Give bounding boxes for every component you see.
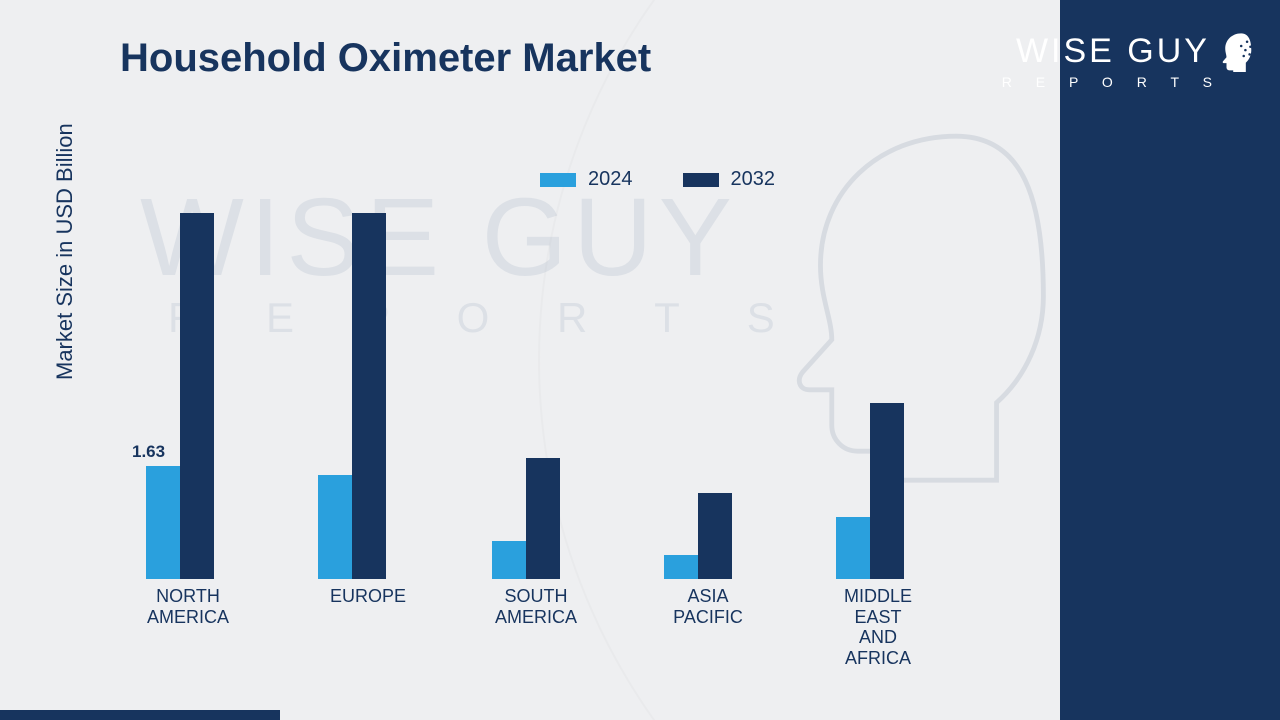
value-label: 1.63 bbox=[132, 442, 165, 462]
brand-sidebar bbox=[1060, 0, 1280, 720]
x-axis-label: MIDDLEEASTANDAFRICA bbox=[808, 586, 948, 669]
x-axis-label: ASIAPACIFIC bbox=[638, 586, 778, 627]
legend-label-2024: 2024 bbox=[588, 168, 633, 191]
legend: 2024 2032 bbox=[540, 168, 775, 191]
bar bbox=[352, 213, 386, 579]
bar bbox=[526, 458, 560, 579]
bar bbox=[146, 466, 180, 579]
brand-line2: R E P O R T S bbox=[998, 74, 1258, 90]
chart-area: 1.63 bbox=[128, 200, 958, 580]
bar bbox=[836, 517, 870, 579]
legend-label-2032: 2032 bbox=[731, 168, 776, 191]
legend-swatch-2024 bbox=[540, 173, 576, 187]
brand-line1: WISE GUY bbox=[1016, 30, 1258, 72]
brand-logo: WISE GUY R E P O R T S bbox=[998, 30, 1258, 90]
legend-swatch-2032 bbox=[683, 173, 719, 187]
y-axis-label: Market Size in USD Billion bbox=[52, 123, 78, 380]
bar bbox=[180, 213, 214, 579]
bar bbox=[492, 541, 526, 579]
footer-accent-bar bbox=[0, 710, 280, 720]
x-axis-label: EUROPE bbox=[298, 586, 438, 607]
bar bbox=[870, 403, 904, 579]
plot-area: 1.63 bbox=[128, 200, 958, 580]
bar bbox=[664, 555, 698, 579]
brand-head-icon bbox=[1216, 30, 1258, 72]
x-axis-label: SOUTHAMERICA bbox=[466, 586, 606, 627]
legend-item-2024: 2024 bbox=[540, 168, 633, 191]
legend-item-2032: 2032 bbox=[683, 168, 776, 191]
bar bbox=[318, 475, 352, 579]
brand-text-1: WISE GUY bbox=[1016, 32, 1210, 71]
chart-title: Household Oximeter Market bbox=[120, 36, 651, 81]
bar bbox=[698, 493, 732, 579]
x-axis-label: NORTHAMERICA bbox=[118, 586, 258, 627]
page: WISE GUY R E P O R T S Household Oximete… bbox=[0, 0, 1280, 720]
